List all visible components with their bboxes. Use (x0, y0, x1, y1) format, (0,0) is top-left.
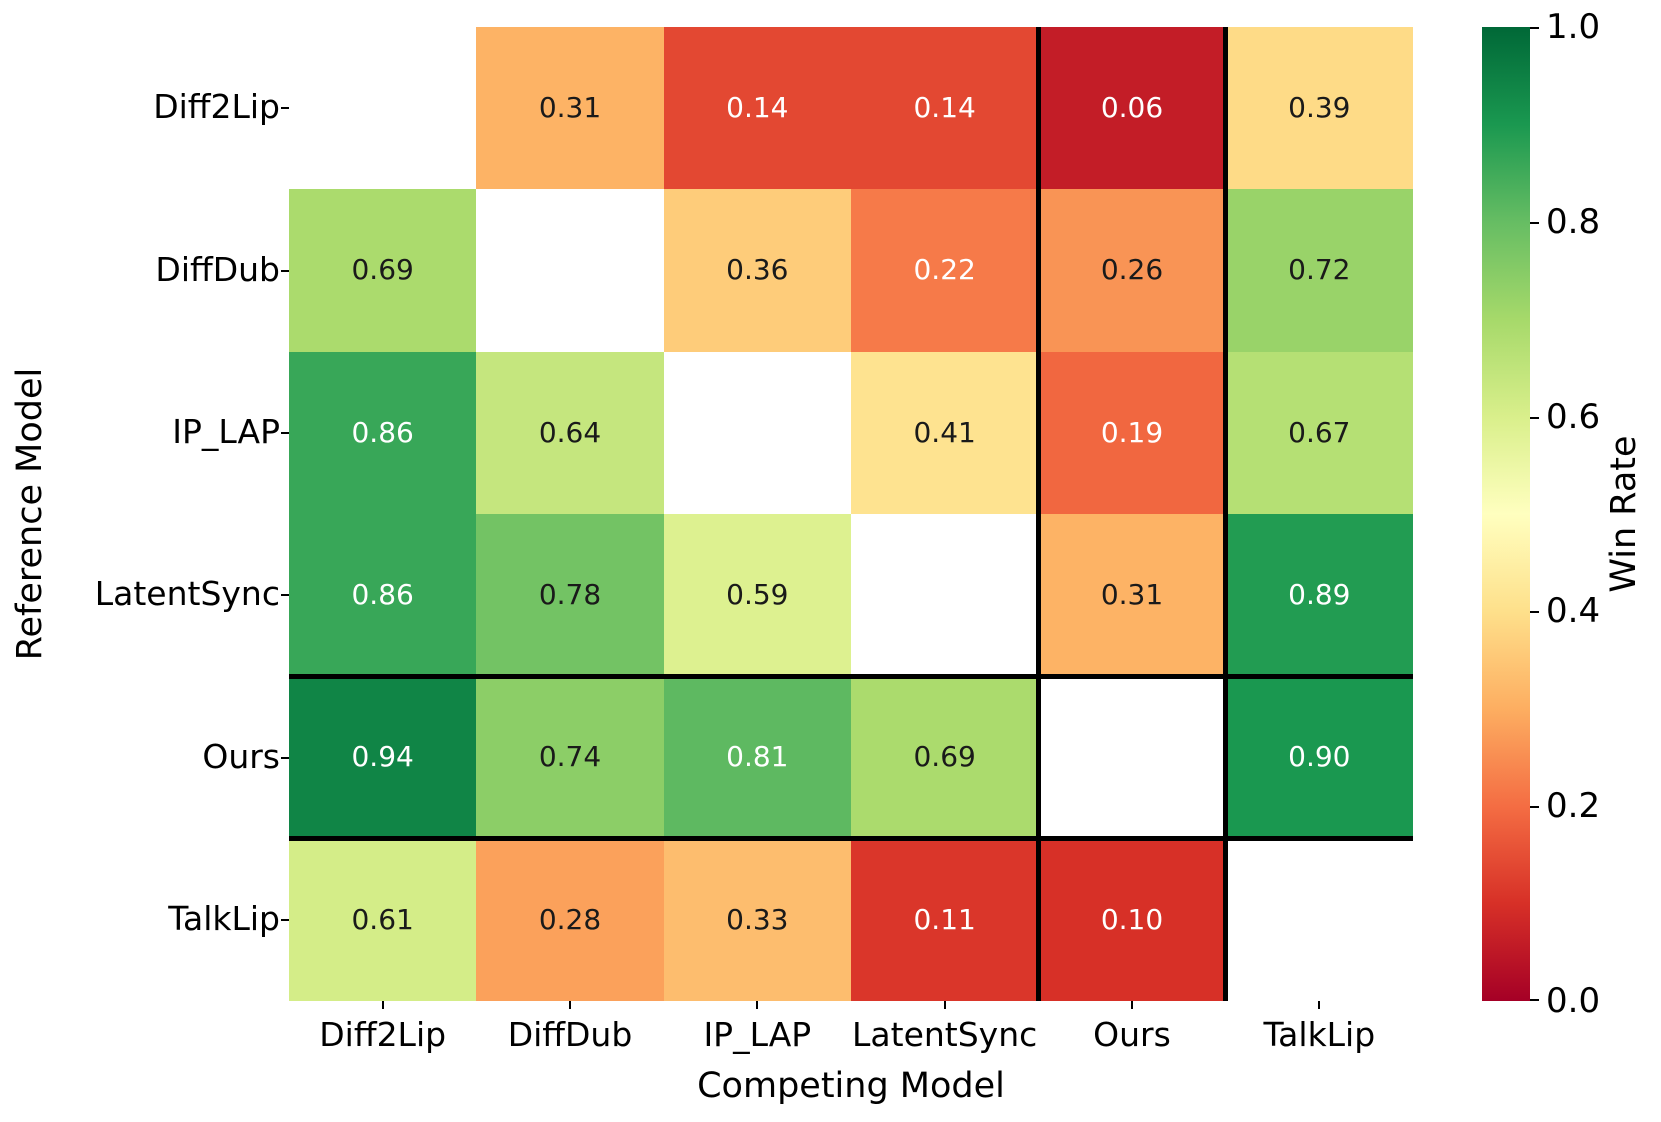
heatmap-cell-DiffDub-IP_LAP: 0.36 (663, 189, 851, 352)
heatmap-cell-LatentSync-LatentSync (850, 513, 1039, 677)
colorbar-tick-label-1.0: 1.0 (1546, 7, 1601, 47)
ours-row-top-border (289, 673, 1413, 679)
heatmap-cell-Ours-Diff2Lip: 0.94 (289, 676, 477, 839)
y-tick-label-Diff2Lip: Diff2Lip (153, 87, 280, 127)
heatmap-cell-IP_LAP-DiffDub: 0.64 (476, 351, 664, 514)
y-tick-mark (281, 756, 289, 759)
colorbar-tick-label-0.6: 0.6 (1546, 396, 1601, 437)
x-axis-title: Competing Model (697, 1066, 1005, 1106)
x-tick-mark (569, 1001, 571, 1009)
x-tick-mark (1131, 1001, 1133, 1009)
heatmap-cell-LatentSync-Diff2Lip: 0.86 (289, 513, 477, 677)
heatmap-cell-TalkLip-TalkLip (1225, 838, 1413, 1001)
colorbar-tick-label-0.8: 0.8 (1546, 201, 1601, 242)
heatmap-cell-Ours-Ours (1038, 676, 1226, 839)
heatmap-cell-TalkLip-LatentSync: 0.11 (850, 838, 1039, 1001)
x-tick-mark (381, 1001, 384, 1009)
heatmap-cell-LatentSync-IP_LAP: 0.59 (663, 513, 851, 677)
heatmap-cell-LatentSync-TalkLip: 0.89 (1225, 513, 1413, 677)
heatmap-cell-DiffDub-Diff2Lip: 0.69 (289, 189, 477, 352)
x-tick-mark (943, 1001, 946, 1009)
heatmap-cell-Ours-LatentSync: 0.69 (850, 676, 1039, 839)
y-tick-label-DiffDub: DiffDub (155, 249, 280, 289)
heatmap-cell-IP_LAP-Ours: 0.19 (1038, 351, 1226, 514)
heatmap-cell-TalkLip-Ours: 0.10 (1038, 838, 1226, 1001)
x-tick-label-DiffDub: DiffDub (507, 1015, 633, 1054)
colorbar-tick-mark (1530, 27, 1539, 29)
heatmap-cell-Ours-DiffDub: 0.74 (476, 676, 664, 839)
y-tick-label-LatentSync: LatentSync (94, 574, 280, 614)
heatmap-cell-IP_LAP-TalkLip: 0.67 (1225, 351, 1413, 514)
y-tick-mark (281, 269, 289, 272)
heatmap-cell-Ours-IP_LAP: 0.81 (663, 676, 851, 839)
colorbar-tick-mark (1530, 416, 1539, 419)
y-tick-label-TalkLip: TalkLip (168, 898, 280, 938)
y-axis-title: Reference Model (10, 367, 50, 661)
y-tick-mark (281, 107, 289, 110)
y-tick-mark (281, 431, 289, 434)
heatmap-cell-IP_LAP-Diff2Lip: 0.86 (289, 351, 477, 514)
heatmap-cell-IP_LAP-LatentSync: 0.41 (850, 351, 1039, 514)
y-tick-label-IP_LAP: IP_LAP (172, 411, 280, 451)
heatmap-cell-IP_LAP-IP_LAP (663, 351, 851, 514)
y-tick-mark (281, 594, 289, 597)
colorbar-tick-label-0.2: 0.2 (1546, 786, 1601, 827)
x-tick-mark (756, 1001, 759, 1009)
colorbar-tick-label-0.4: 0.4 (1546, 591, 1601, 632)
ours-row-bottom-border (289, 836, 1413, 842)
heatmap-cell-DiffDub-LatentSync: 0.22 (850, 189, 1039, 352)
heatmap-cell-Diff2Lip-Ours: 0.06 (1038, 27, 1226, 190)
colorbar-axis-label: Win Rate (1604, 435, 1644, 593)
heatmap-cell-DiffDub-DiffDub (476, 189, 664, 352)
heatmap-cell-Diff2Lip-Diff2Lip (289, 27, 477, 190)
heatmap-cell-DiffDub-TalkLip: 0.72 (1225, 189, 1413, 352)
heatmap-cell-Diff2Lip-IP_LAP: 0.14 (663, 27, 851, 190)
ours-column-left-border (1035, 27, 1041, 1001)
x-tick-label-LatentSync: LatentSync (852, 1015, 1038, 1054)
heatmap-cell-LatentSync-Ours: 0.31 (1038, 513, 1226, 677)
heatmap-cell-LatentSync-DiffDub: 0.78 (476, 513, 664, 677)
heatmap-cell-Diff2Lip-DiffDub: 0.31 (476, 27, 664, 190)
x-tick-label-Ours: Ours (1093, 1015, 1171, 1054)
colorbar-tick-mark (1530, 221, 1539, 224)
x-tick-label-IP_LAP: IP_LAP (703, 1015, 812, 1054)
heatmap-cell-TalkLip-IP_LAP: 0.33 (663, 838, 851, 1001)
heatmap-cell-Diff2Lip-TalkLip: 0.39 (1225, 27, 1413, 190)
colorbar-gradient (1482, 27, 1530, 1001)
ours-column-right-border (1223, 27, 1229, 1001)
y-tick-mark (281, 918, 289, 921)
colorbar-tick-mark (1530, 806, 1539, 809)
heatmap-cell-TalkLip-DiffDub: 0.28 (476, 838, 664, 1001)
colorbar-tick-mark (1530, 611, 1539, 614)
x-tick-mark (1318, 1001, 1321, 1009)
heatmap-cell-Diff2Lip-LatentSync: 0.14 (850, 27, 1039, 190)
x-tick-label-TalkLip: TalkLip (1263, 1015, 1376, 1054)
colorbar-tick-mark (1530, 999, 1539, 1001)
colorbar-tick-label-0.0: 0.0 (1546, 981, 1601, 1021)
heatmap-grid: 0.31 0.14 0.14 0.06 0.39 0.69 0.36 0.22 0.26 0.72… (289, 27, 1413, 1001)
heatmap-cell-Ours-TalkLip: 0.90 (1225, 676, 1413, 839)
heatmap-cell-TalkLip-Diff2Lip: 0.61 (289, 838, 477, 1001)
x-tick-label-Diff2Lip: Diff2Lip (319, 1015, 447, 1054)
heatmap-cell-DiffDub-Ours: 0.26 (1038, 189, 1226, 352)
y-tick-label-Ours: Ours (202, 736, 280, 776)
